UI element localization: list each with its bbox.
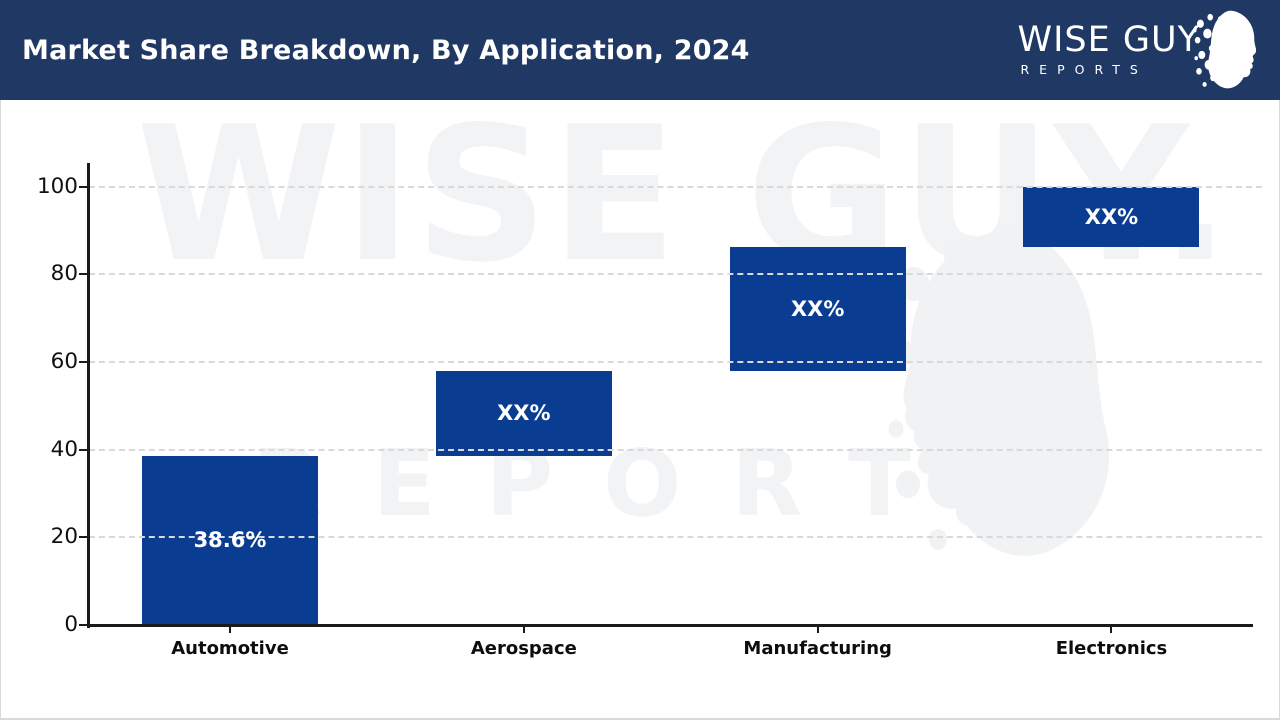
dotted-face-icon <box>1193 10 1257 89</box>
x-axis-tick-mark <box>522 625 525 633</box>
bar-value-label: XX% <box>1084 204 1139 229</box>
logo-text: WISE GUY REPORTS <box>1017 20 1200 78</box>
y-axis-tick-label: 40 <box>50 436 78 462</box>
y-gridline <box>89 448 1262 451</box>
y-axis-tick-mark <box>79 624 87 626</box>
y-axis-tick-mark <box>79 360 87 363</box>
bar-segment-electronics <box>1023 186 1200 248</box>
y-axis-tick-mark <box>79 448 87 451</box>
bar-value-label: XX% <box>790 297 845 322</box>
x-axis-tick-mark <box>1110 625 1113 633</box>
y-axis-tick-label: 20 <box>50 524 78 550</box>
y-axis-tick-label: 60 <box>50 348 78 374</box>
bar-value-label: 38.6% <box>193 528 267 553</box>
y-axis-tick-mark <box>79 536 87 539</box>
y-axis-tick-mark <box>79 273 87 276</box>
y-axis-tick-label: 80 <box>50 261 78 287</box>
x-axis-category-label: Electronics <box>1055 638 1168 659</box>
y-gridline <box>89 273 1262 276</box>
page-border-bottom <box>0 718 1280 720</box>
bar-value-label: XX% <box>497 401 551 426</box>
page-border-left <box>0 100 1 720</box>
header-bar: Market Share Breakdown, By Application, … <box>0 0 1280 100</box>
x-axis-category-label: Manufacturing <box>743 638 892 659</box>
y-axis-line <box>87 163 90 628</box>
x-axis-tick-mark <box>229 625 231 633</box>
y-axis-tick-label: 0 <box>64 612 78 637</box>
x-axis-tick-mark <box>816 625 819 633</box>
chart-title: Market Share Breakdown, By Application, … <box>22 34 750 66</box>
bar-segment-manufacturing <box>729 247 906 372</box>
logo-wordmark: WISE GUY <box>1017 20 1200 60</box>
bar-segment-aerospace <box>435 371 612 456</box>
plot-area: WISE GUY. REPORTS 0 20 40 60 80 100 38.6% Autom… <box>0 100 1280 720</box>
y-axis-tick-mark <box>79 185 87 188</box>
logo-subtitle: REPORTS <box>1020 62 1148 77</box>
bar-segment-automotive <box>142 455 318 625</box>
y-gridline <box>89 360 1262 363</box>
x-axis-category-label: Automotive <box>171 638 289 659</box>
y-gridline <box>89 536 1262 539</box>
wise-guy-reports-logo: WISE GUY REPORTS <box>1017 9 1262 91</box>
x-axis-category-label: Aerospace <box>470 638 577 659</box>
y-gridline <box>89 185 1262 188</box>
y-axis-tick-label: 100 <box>36 173 78 199</box>
x-axis-line <box>87 624 1253 627</box>
